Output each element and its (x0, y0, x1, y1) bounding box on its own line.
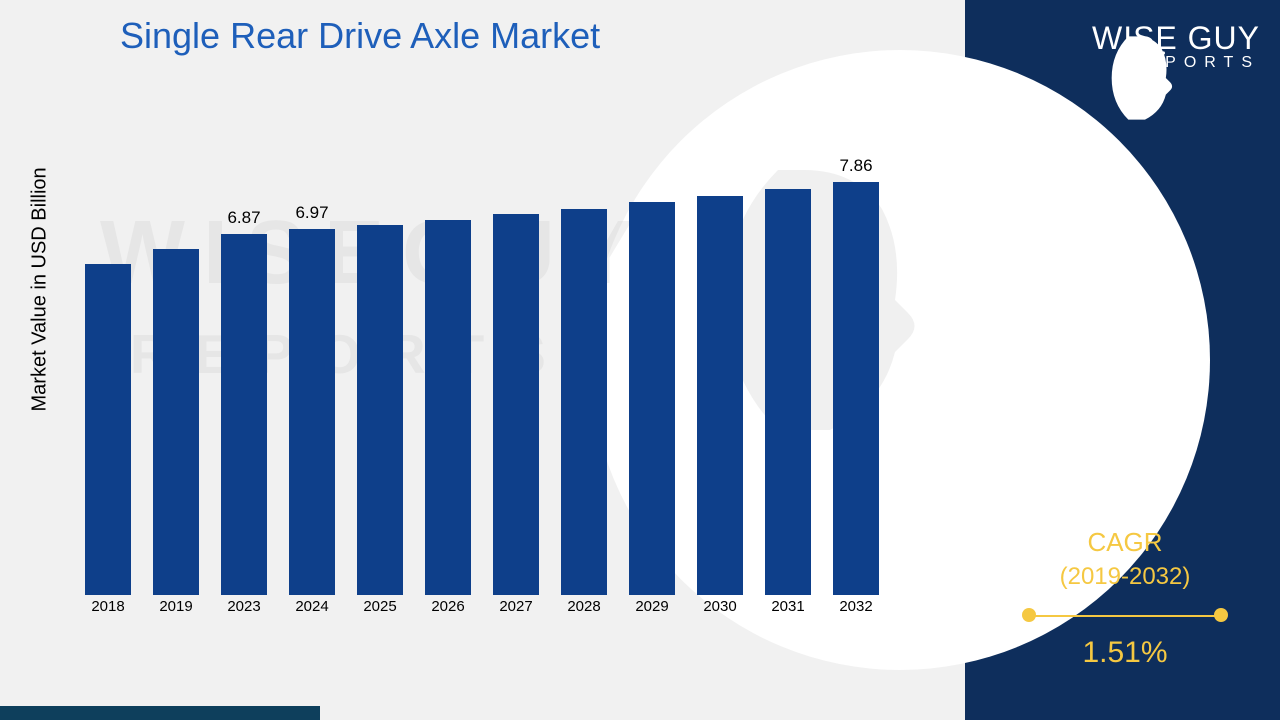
bar-value-label: 7.86 (833, 156, 879, 176)
bar-group: 7.86 (833, 182, 879, 595)
bar-group (765, 189, 811, 595)
bar (85, 264, 131, 595)
cagr-value: 1.51% (1000, 636, 1250, 670)
bar (357, 225, 403, 595)
bar (561, 209, 607, 595)
bar-group (425, 220, 471, 595)
bar (289, 229, 335, 595)
bar-group (629, 202, 675, 595)
y-axis-label: Market Value in USD Billion (29, 167, 52, 411)
bar (697, 196, 743, 595)
x-axis-label: 2027 (493, 598, 539, 615)
x-axis-label: 2029 (629, 598, 675, 615)
bar (425, 220, 471, 595)
bar-group (697, 196, 743, 595)
bar (493, 214, 539, 595)
x-axis-label: 2028 (561, 598, 607, 615)
bar-group: 6.97 (289, 229, 335, 595)
cagr-divider (1000, 606, 1250, 626)
logo-head-icon (1100, 28, 1190, 128)
x-axis-label: 2031 (765, 598, 811, 615)
bar (153, 249, 199, 596)
x-axis-label: 2024 (289, 598, 335, 615)
bar-group (357, 225, 403, 595)
x-axis-label: 2019 (153, 598, 199, 615)
bar-group (85, 264, 131, 595)
x-axis-label: 2032 (833, 598, 879, 615)
bar-value-label: 6.87 (221, 208, 267, 228)
bar-group: 6.87 (221, 234, 267, 595)
bar (765, 189, 811, 595)
x-axis-label: 2025 (357, 598, 403, 615)
bar (833, 182, 879, 595)
x-axis-label: 2030 (697, 598, 743, 615)
logo: WISE GUY REPORTS (1092, 20, 1260, 72)
bar-chart: 6.87 6.97 7.86 (85, 175, 895, 595)
x-axis-label: 2018 (85, 598, 131, 615)
x-axis-label: 2023 (221, 598, 267, 615)
bar-value-label: 6.97 (289, 203, 335, 223)
x-axis-label: 2026 (425, 598, 471, 615)
cagr-years: (2019-2032) (1000, 563, 1250, 591)
bar (629, 202, 675, 595)
bar-group (561, 209, 607, 595)
cagr-label: CAGR (1000, 527, 1250, 558)
bottom-accent-bar (0, 706, 320, 720)
bar (221, 234, 267, 595)
chart-title: Single Rear Drive Axle Market (120, 15, 600, 57)
bar-group (493, 214, 539, 595)
cagr-block: CAGR (2019-2032) 1.51% (1000, 527, 1250, 670)
bar-group (153, 249, 199, 596)
